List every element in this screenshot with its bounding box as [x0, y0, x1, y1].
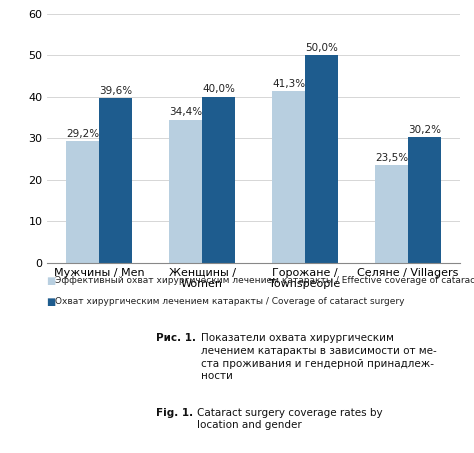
Bar	[99, 98, 132, 263]
Bar	[408, 137, 441, 263]
Text: 41,3%: 41,3%	[272, 79, 305, 89]
Bar	[375, 165, 408, 263]
Text: Рис. 1.: Рис. 1.	[156, 333, 196, 343]
Text: 40,0%: 40,0%	[202, 84, 235, 94]
Text: 30,2%: 30,2%	[408, 125, 441, 135]
Text: Fig. 1.: Fig. 1.	[156, 408, 193, 418]
Text: Охват хирургическим лечением катаракты / Coverage of cataract surgery: Охват хирургическим лечением катаракты /…	[55, 297, 404, 306]
Text: 34,4%: 34,4%	[169, 107, 202, 117]
Bar	[66, 141, 99, 263]
Bar	[169, 120, 202, 263]
Text: ■: ■	[47, 276, 60, 286]
Text: Cataract surgery coverage rates by
location and gender: Cataract surgery coverage rates by locat…	[197, 408, 383, 430]
Text: Показатели охвата хирургическим
лечением катаракты в зависимости от ме-
ста прож: Показатели охвата хирургическим лечением…	[201, 333, 437, 381]
Text: 23,5%: 23,5%	[375, 153, 408, 163]
Bar	[305, 55, 338, 263]
Text: 39,6%: 39,6%	[99, 86, 132, 96]
Bar	[272, 91, 305, 263]
Text: Эффективный охват хирургическим лечением катаракты / Effective coverage of catar: Эффективный охват хирургическим лечением…	[55, 276, 474, 285]
Text: 50,0%: 50,0%	[305, 43, 338, 53]
Text: 29,2%: 29,2%	[66, 129, 99, 139]
Text: ■: ■	[47, 297, 60, 307]
Bar	[202, 96, 235, 263]
